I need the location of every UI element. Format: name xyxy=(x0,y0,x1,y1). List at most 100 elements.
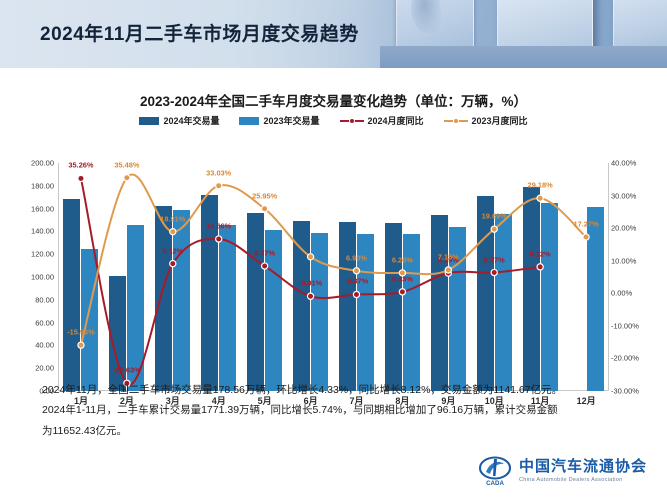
legend-label: 2023月度同比 xyxy=(471,116,528,126)
bar-y24 xyxy=(201,194,219,391)
x-axis-label-2: 2月 xyxy=(119,396,134,406)
data-label: 35.48% xyxy=(114,160,140,170)
line-2023月度同比 xyxy=(79,173,587,346)
legend-item-0: 2024年交易量 xyxy=(139,114,219,127)
cada-logo: CADA 中国汽车流通协会 China Automobile Dealers A… xyxy=(478,454,647,488)
x-axis-label-5: 5月 xyxy=(257,396,272,406)
data-label: -0.91% xyxy=(298,278,323,288)
legend-label: 2023年交易量 xyxy=(263,116,320,126)
y-tick-left: 180.00 xyxy=(31,181,54,191)
svg-text:CADA: CADA xyxy=(486,480,504,487)
y-tick-left: 200.00 xyxy=(31,158,54,168)
y-tick-left: 160.00 xyxy=(31,203,54,213)
axis-line-right xyxy=(608,163,609,391)
y-tick-left: 100.00 xyxy=(31,272,54,282)
line-marker xyxy=(260,262,269,270)
data-label: 17.27% xyxy=(573,219,599,229)
bar-group xyxy=(196,163,242,391)
header-glow xyxy=(0,0,420,68)
x-axis-label-10: 10月 xyxy=(484,396,504,406)
slide-footer: CADA 中国汽车流通协会 China Automobile Dealers A… xyxy=(0,448,667,500)
x-axis-label-12: 12月 xyxy=(576,396,596,406)
line-marker xyxy=(582,233,590,241)
chart-plot-area: 35.26% -27.63% 9.12% 16.66% 8.37% -0.91% -0.37… xyxy=(58,160,609,391)
bar-y24 xyxy=(293,221,311,391)
x-axis-label-11: 11月 xyxy=(530,396,550,406)
bar-group xyxy=(104,163,150,391)
decorative-cube-right xyxy=(613,0,667,50)
line-marker xyxy=(536,263,544,271)
data-label: -15.93% xyxy=(67,327,95,337)
bar-y24 xyxy=(384,222,402,391)
legend-swatch-icon xyxy=(139,116,160,125)
page-title: 2024年11月二手车市场月度交易趋势 xyxy=(40,24,359,45)
bar-y24 xyxy=(155,205,173,391)
line-marker xyxy=(352,267,361,275)
y-tick-left: 40.00 xyxy=(35,340,54,350)
data-label: -0.37% xyxy=(344,276,369,286)
bar-y24 xyxy=(109,275,127,391)
data-label: 6.19% xyxy=(437,255,459,265)
data-label: 6.26% xyxy=(391,255,413,265)
y-axis-left: 0.00 20.00 40.00 60.00 80.00 100.00 120.00 140.… xyxy=(6,159,54,394)
legend-item-3: 2023月度同比 xyxy=(443,114,528,127)
header-floor-shadow xyxy=(380,46,667,68)
x-axis-label-7: 7月 xyxy=(349,396,364,406)
y-tick-right: -20.00% xyxy=(611,353,639,363)
data-label: 33.03% xyxy=(206,168,232,178)
y-tick-left: 120.00 xyxy=(31,249,54,259)
cada-logo-text: 中国汽车流通协会 China Automobile Dealers Associ… xyxy=(519,459,647,483)
x-axis-label-9: 9月 xyxy=(441,396,456,406)
cada-name-cn: 中国汽车流通协会 xyxy=(518,458,647,476)
line-marker xyxy=(260,205,269,213)
data-label: 16.66% xyxy=(206,221,232,231)
x-axis-label-6: 6月 xyxy=(303,396,318,406)
x-axis-labels: 1月 2月 3月 4月 5月 6月 7月 8月 9月 10月 11月 12月 xyxy=(58,394,609,412)
bar-y24 xyxy=(63,198,81,391)
line-marker xyxy=(169,227,177,236)
x-axis-label-4: 4月 xyxy=(211,396,226,406)
data-label: 8.37% xyxy=(254,248,276,258)
line-marker xyxy=(490,225,498,233)
legend-line-icon xyxy=(339,117,364,125)
bar-group xyxy=(517,163,563,391)
line-marker xyxy=(215,235,223,243)
bar-group xyxy=(288,163,334,391)
legend-item-1: 2023年交易量 xyxy=(239,114,320,127)
data-label: 7.15% xyxy=(437,252,459,262)
legend-label: 2024年交易量 xyxy=(163,116,220,126)
data-label: 8.12% xyxy=(529,249,551,259)
legend-swatch-icon xyxy=(239,116,260,125)
note-line-1: 2024年11月，全国二手车市场交易量178.56万辆，环比增长4.33%，同比… xyxy=(42,384,563,396)
y-tick-right: 10.00% xyxy=(611,255,637,265)
summary-notes: 2024年11月，全国二手车市场交易量178.56万辆，环比增长4.33%，同比… xyxy=(42,380,632,441)
note-line-3: 为11652.43亿元。 xyxy=(42,424,128,437)
y-tick-left: 80.00 xyxy=(35,295,54,305)
bar-y23 xyxy=(586,207,604,391)
line-marker xyxy=(444,266,452,274)
y-tick-right: -30.00% xyxy=(611,386,639,396)
line-marker xyxy=(352,290,361,299)
line-marker xyxy=(215,182,223,190)
data-label: 29.18% xyxy=(527,180,553,190)
bar-y23 xyxy=(219,225,237,391)
data-label: -27.63% xyxy=(113,365,141,375)
cada-logo-icon: CADA xyxy=(478,454,512,488)
legend-line-icon xyxy=(443,117,468,125)
data-label: 9.12% xyxy=(162,246,184,256)
y-tick-right: 0.00% xyxy=(611,288,633,298)
bar-y23 xyxy=(494,214,512,391)
y-tick-left: 20.00 xyxy=(35,363,54,373)
y-tick-left: 140.00 xyxy=(31,226,54,236)
x-axis-label-1: 1月 xyxy=(73,396,88,406)
legend-item-2: 2024月度同比 xyxy=(339,114,424,127)
y-tick-right: 40.00% xyxy=(611,158,637,168)
bar-y23 xyxy=(311,232,329,391)
x-axis-label-8: 8月 xyxy=(395,396,410,406)
y-axis-right: -30.00% -20.00% -10.00% 0.00% 10.00% 20.00% 30… xyxy=(611,159,659,394)
bar-y23 xyxy=(540,202,558,391)
bar-y24 xyxy=(430,214,448,391)
content-panel: 2023-2024年全国二手车月度交易量变化趋势（单位：万辆，%） 2024年交… xyxy=(0,68,667,448)
bar-group xyxy=(471,163,517,391)
bar-group xyxy=(563,163,609,391)
